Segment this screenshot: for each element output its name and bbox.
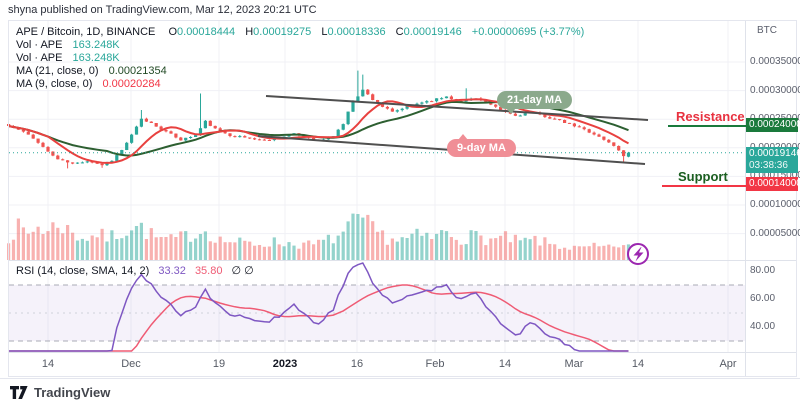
- price-tick: 0.00015000: [750, 170, 800, 182]
- bar-countdown: 03:38:36: [749, 159, 788, 171]
- symbol-title: APE / Bitcoin, 1D, BINANCE: [16, 26, 156, 38]
- change-value: +0.00000695 (+3.77%): [471, 26, 585, 38]
- pane-separators: [8, 20, 797, 377]
- price-tick: 0.00030000: [750, 84, 800, 96]
- resistance-label: Resistance: [676, 108, 745, 124]
- ma9-legend-row[interactable]: MA (9, close, 0) 0.00020284: [16, 78, 584, 91]
- ma9-callout: 9-day MA: [447, 134, 516, 157]
- volume-value: 163.248K: [72, 39, 120, 51]
- time-tick: 14: [498, 358, 512, 370]
- support-price-badge: 0.00014000: [746, 177, 800, 192]
- rsi-tick: 60.00: [750, 293, 776, 304]
- lightning-icon[interactable]: [627, 243, 649, 265]
- resistance-price-badge: 0.00024000: [746, 117, 800, 132]
- open-label: O: [168, 26, 178, 38]
- time-tick: 16: [350, 358, 364, 370]
- rsi-legend-row[interactable]: RSI (14, close, SMA, 14, 2) 33.32 35.80 …: [16, 264, 254, 277]
- volume-layer: [7, 213, 631, 260]
- volume-label: Vol · APE: [16, 39, 63, 51]
- price-tick: 0.00035000: [750, 56, 800, 67]
- volume-legend-row-2[interactable]: Vol · APE 163.248K: [16, 52, 584, 65]
- time-tick: 2023: [272, 358, 298, 370]
- time-tick: 14: [41, 358, 55, 370]
- price-tick: 0.00005000: [750, 227, 800, 239]
- close-value: 0.00019146: [403, 26, 462, 38]
- rsi-value: 33.32: [158, 265, 186, 277]
- low-label: L: [321, 26, 328, 38]
- rsi-line: [8, 262, 629, 352]
- resistance-line: [668, 124, 746, 127]
- ma21-label: MA (21, close, 0): [16, 65, 99, 77]
- price-tick: 0.00010000: [750, 199, 800, 210]
- published-line: shyna published on TradingView.com, Mar …: [8, 4, 317, 16]
- last-price-badge: 0.00019146 03:38:36: [746, 146, 800, 173]
- volume-legend-row-1[interactable]: Vol · APE 163.248K: [16, 39, 584, 52]
- high-value: 0.00019275: [253, 26, 312, 38]
- open-value: 0.00018444: [177, 26, 236, 38]
- rsi-tick: 80.00: [750, 265, 776, 276]
- high-label: H: [245, 26, 254, 38]
- time-tick: Apr: [719, 358, 737, 370]
- time-tick: 19: [212, 358, 226, 370]
- ma9-value: 0.00020284: [102, 78, 161, 90]
- time-tick: Dec: [121, 358, 141, 370]
- rsi-tick: 40.00: [750, 321, 776, 332]
- ma21-callout: 21-day MA: [497, 91, 573, 114]
- indicator-legend: APE / Bitcoin, 1D, BINANCE O0.00018444 H…: [16, 26, 584, 91]
- ma21-value: 0.00021354: [108, 65, 167, 77]
- volume-value: 163.248K: [72, 52, 120, 64]
- time-tick: Feb: [425, 358, 445, 370]
- brand-name: TradingView: [34, 384, 111, 400]
- ma21-legend-row[interactable]: MA (21, close, 0) 0.00021354: [16, 65, 584, 78]
- rsi-hline-glyphs: ∅ ∅: [231, 265, 254, 277]
- symbol-legend-row[interactable]: APE / Bitcoin, 1D, BINANCE O0.00018444 H…: [16, 26, 584, 39]
- time-tick: 14: [631, 358, 645, 370]
- low-value: 0.00018336: [327, 26, 386, 38]
- support-label: Support: [678, 169, 728, 185]
- axis-currency-label: BTC: [757, 25, 777, 36]
- volume-label: Vol · APE: [16, 52, 63, 64]
- support-line: [662, 185, 746, 188]
- rsi-sma-value: 35.80: [194, 265, 223, 277]
- ma9-line: [8, 98, 629, 164]
- tradingview-logo-icon: [10, 385, 28, 400]
- brand-bar: TradingView: [0, 378, 800, 405]
- ma9-label: MA (9, close, 0): [16, 78, 93, 90]
- time-tick: Mar: [564, 358, 584, 370]
- rsi-label: RSI (14, close, SMA, 14, 2): [16, 265, 150, 277]
- close-label: C: [395, 26, 404, 38]
- rsi-band: [9, 284, 745, 342]
- last-price-value: 0.00019146: [749, 147, 800, 159]
